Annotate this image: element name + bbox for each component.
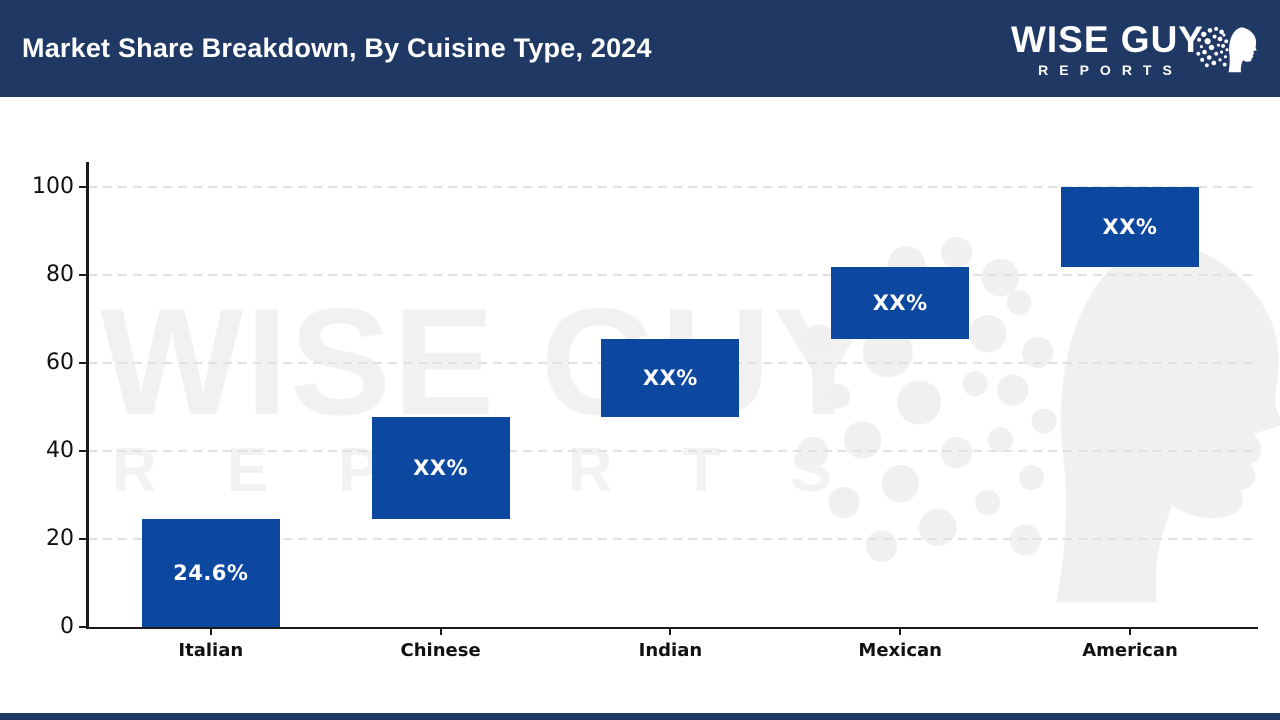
- y-tick-mark: [79, 361, 88, 364]
- x-tick-mark: [669, 627, 672, 635]
- x-tick-mark: [209, 627, 212, 635]
- bar-american: XX%: [1061, 186, 1199, 268]
- y-axis-spine: [86, 162, 89, 629]
- y-tick-label: 40: [46, 437, 74, 463]
- y-tick-mark: [79, 273, 88, 276]
- wiseguy-face-icon: [1196, 7, 1258, 91]
- bar-value-label: XX%: [872, 291, 928, 316]
- bar-value-label: XX%: [1102, 214, 1158, 239]
- bar-value-label: XX%: [642, 366, 698, 391]
- header-bar: Market Share Breakdown, By Cuisine Type,…: [0, 0, 1280, 97]
- gridline-20: [88, 537, 1252, 540]
- y-tick-label: 80: [46, 261, 74, 287]
- wiseguy-logo-text: WISE GUY REPORTS: [1011, 21, 1204, 77]
- gridline-100: [88, 185, 1252, 188]
- x-tick-mark: [439, 627, 442, 635]
- y-tick-mark: [79, 449, 88, 452]
- logo-wise-guy-text: WISE GUY: [1010, 18, 1204, 60]
- gridline-80: [88, 273, 1252, 276]
- x-category-label-american: American: [1082, 640, 1178, 661]
- x-tick-mark: [1129, 627, 1131, 635]
- y-tick-mark: [79, 185, 88, 188]
- bar-mexican: XX%: [831, 267, 970, 340]
- page-title: Market Share Breakdown, By Cuisine Type,…: [22, 33, 652, 63]
- x-category-label-italian: Italian: [178, 640, 244, 661]
- bar-chinese: XX%: [371, 417, 510, 519]
- bar-italian: 24.6%: [141, 518, 280, 627]
- bar-indian: XX%: [601, 339, 740, 418]
- gridline-40: [88, 449, 1252, 452]
- y-tick-label: 60: [46, 349, 74, 375]
- x-category-label-chinese: Chinese: [400, 640, 481, 661]
- y-tick-label: 0: [60, 614, 74, 639]
- x-axis-spine: [86, 626, 1258, 629]
- wiseguy-logo: WISE GUY REPORTS: [1011, 7, 1258, 91]
- y-tick-mark: [79, 626, 88, 628]
- x-tick-mark: [899, 627, 902, 635]
- x-category-label-mexican: Mexican: [858, 640, 942, 661]
- x-category-label-indian: Indian: [638, 640, 703, 661]
- y-tick-mark: [79, 537, 88, 540]
- logo-reports-text: REPORTS: [1038, 61, 1183, 78]
- y-tick-label: 100: [32, 173, 74, 199]
- bar-value-label: XX%: [413, 456, 469, 481]
- bar-value-label: 24.6%: [173, 560, 249, 585]
- y-tick-label: 20: [46, 525, 74, 551]
- footer-bar: [0, 713, 1280, 720]
